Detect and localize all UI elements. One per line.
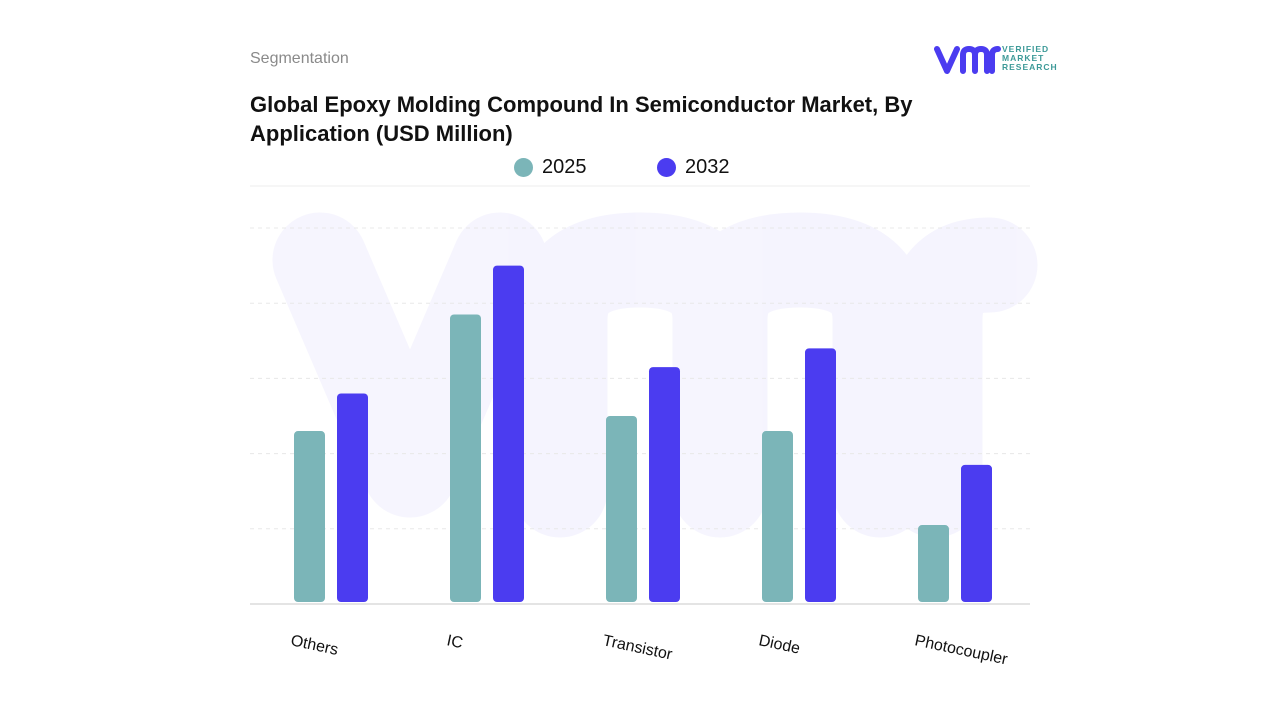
chart-title: Global Epoxy Molding Compound In Semicon… bbox=[250, 92, 913, 146]
segment-label: Segmentation bbox=[250, 50, 349, 67]
vmr-logo-icon bbox=[934, 45, 1001, 74]
bar-2032-photocoupler[interactable] bbox=[961, 464, 992, 602]
x-tick-labels: Others IC Transistor Diode Photocoupler bbox=[289, 632, 1009, 668]
bar-2032-diode[interactable] bbox=[805, 348, 836, 602]
logo-text: VERIFIED MARKET RESEARCH bbox=[1002, 45, 1058, 72]
legend-swatch bbox=[657, 158, 676, 177]
logo-text-line: MARKET bbox=[1002, 53, 1045, 63]
bar-2025-transistor[interactable] bbox=[606, 416, 637, 602]
x-tick-label: Diode bbox=[757, 632, 802, 657]
legend-label: 2032 bbox=[685, 156, 730, 178]
x-tick-label: IC bbox=[445, 632, 464, 652]
logo-text-line: VERIFIED bbox=[1002, 44, 1050, 54]
x-tick-label: Photocoupler bbox=[913, 632, 1009, 668]
bar-2032-ic[interactable] bbox=[493, 265, 524, 602]
x-tick-label: Transistor bbox=[601, 632, 674, 663]
legend-swatch bbox=[514, 158, 533, 177]
bar-2025-others[interactable] bbox=[294, 431, 325, 602]
bars bbox=[294, 265, 992, 602]
bar-2025-diode[interactable] bbox=[762, 431, 793, 602]
legend-item-2025[interactable]: 2025 bbox=[514, 156, 587, 179]
x-tick-label: Others bbox=[289, 632, 340, 659]
bar-2025-ic[interactable] bbox=[450, 314, 481, 602]
bar-2025-photocoupler[interactable] bbox=[918, 525, 949, 602]
bar-2032-transistor[interactable] bbox=[649, 367, 680, 602]
logo-text-line: RESEARCH bbox=[1002, 62, 1058, 72]
bar-2032-others[interactable] bbox=[337, 393, 368, 602]
legend-label: 2025 bbox=[542, 156, 587, 178]
legend-item-2032[interactable]: 2032 bbox=[657, 156, 730, 179]
gridlines bbox=[250, 227, 1030, 530]
